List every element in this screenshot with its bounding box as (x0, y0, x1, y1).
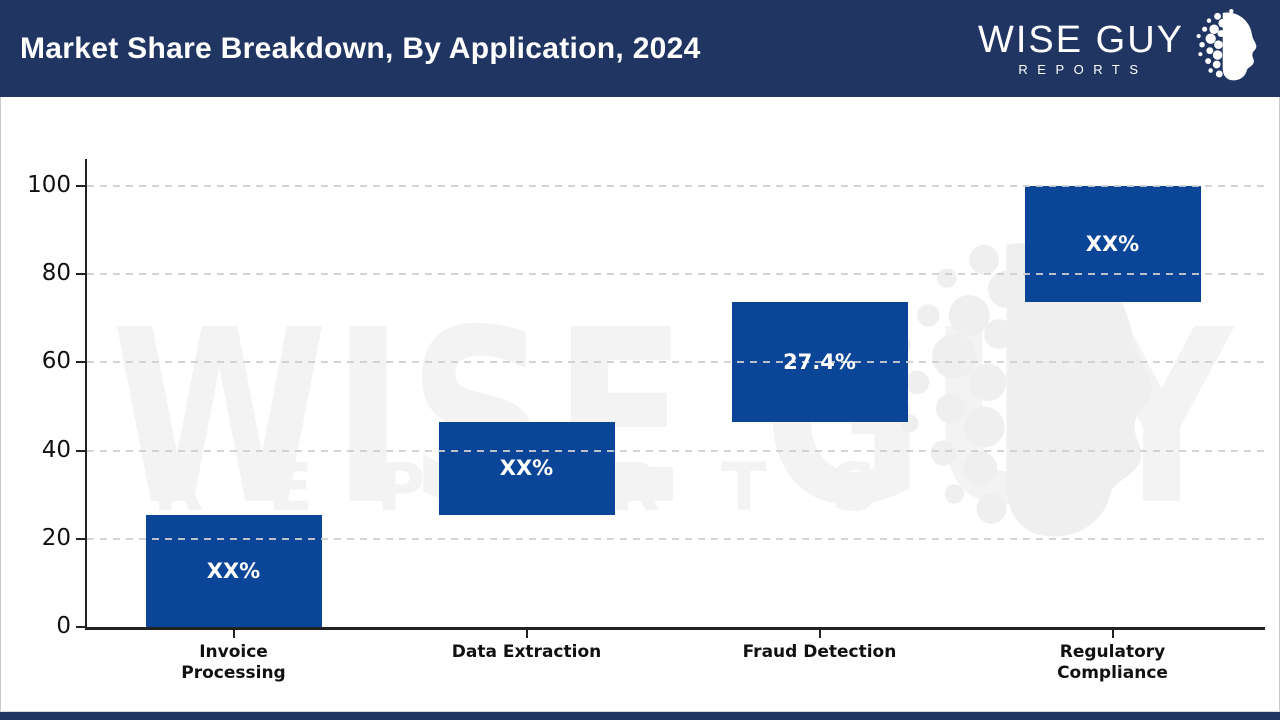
page-title: Market Share Breakdown, By Application, … (20, 31, 701, 65)
category-label: Data Extraction (451, 642, 602, 662)
y-tick (76, 537, 85, 540)
y-tick-label: 40 (41, 436, 71, 463)
x-tick (818, 630, 821, 638)
gridline (87, 449, 1265, 452)
y-tick (76, 361, 85, 364)
y-tick-label: 0 (56, 613, 71, 639)
logo-face-icon (1178, 6, 1264, 92)
x-axis-line (85, 627, 1265, 630)
gridline (87, 361, 1265, 364)
gridline (87, 273, 1265, 276)
y-tick-label: 80 (41, 260, 71, 287)
y-tick-label: 20 (41, 524, 71, 551)
category-label: Invoice Processing (181, 642, 286, 683)
y-tick-label: 100 (27, 172, 71, 198)
category-label: Regulatory Compliance (1057, 642, 1168, 683)
bar-segment (438, 422, 615, 515)
y-tick (76, 185, 85, 187)
footer-bar (0, 712, 1280, 720)
bar-value-label: XX% (1085, 231, 1140, 256)
gridline (87, 185, 1265, 187)
y-tick (76, 626, 85, 628)
brand-logo: WISE GUY REPORTS (978, 6, 1264, 92)
y-tick (76, 273, 85, 276)
x-tick (525, 630, 528, 638)
header: Market Share Breakdown, By Application, … (0, 0, 1280, 97)
y-axis-line (85, 159, 87, 629)
x-tick (232, 630, 235, 638)
logo-line2: REPORTS (1018, 62, 1148, 77)
x-tick (1111, 630, 1114, 638)
gridline (87, 537, 1265, 540)
y-tick (76, 449, 85, 452)
bar-segment (145, 514, 322, 627)
y-tick-label: 60 (41, 348, 71, 375)
bar-segment (1024, 186, 1201, 302)
bar-value-label: XX% (499, 456, 554, 481)
category-label: Fraud Detection (742, 642, 897, 662)
logo-wordmark: WISE GUY REPORTS (978, 21, 1184, 76)
chart-panel: WISE GUY REPORTS 020406080100XX%Invoice … (0, 97, 1280, 712)
bar-value-label: 27.4% (783, 349, 856, 374)
logo-line1: WISE GUY (977, 19, 1184, 61)
plot-area: 0 20 40 60 80 100 XX% Invoice Processing XX% Data… (1, 97, 1279, 711)
bar-value-label: XX% (206, 558, 261, 583)
